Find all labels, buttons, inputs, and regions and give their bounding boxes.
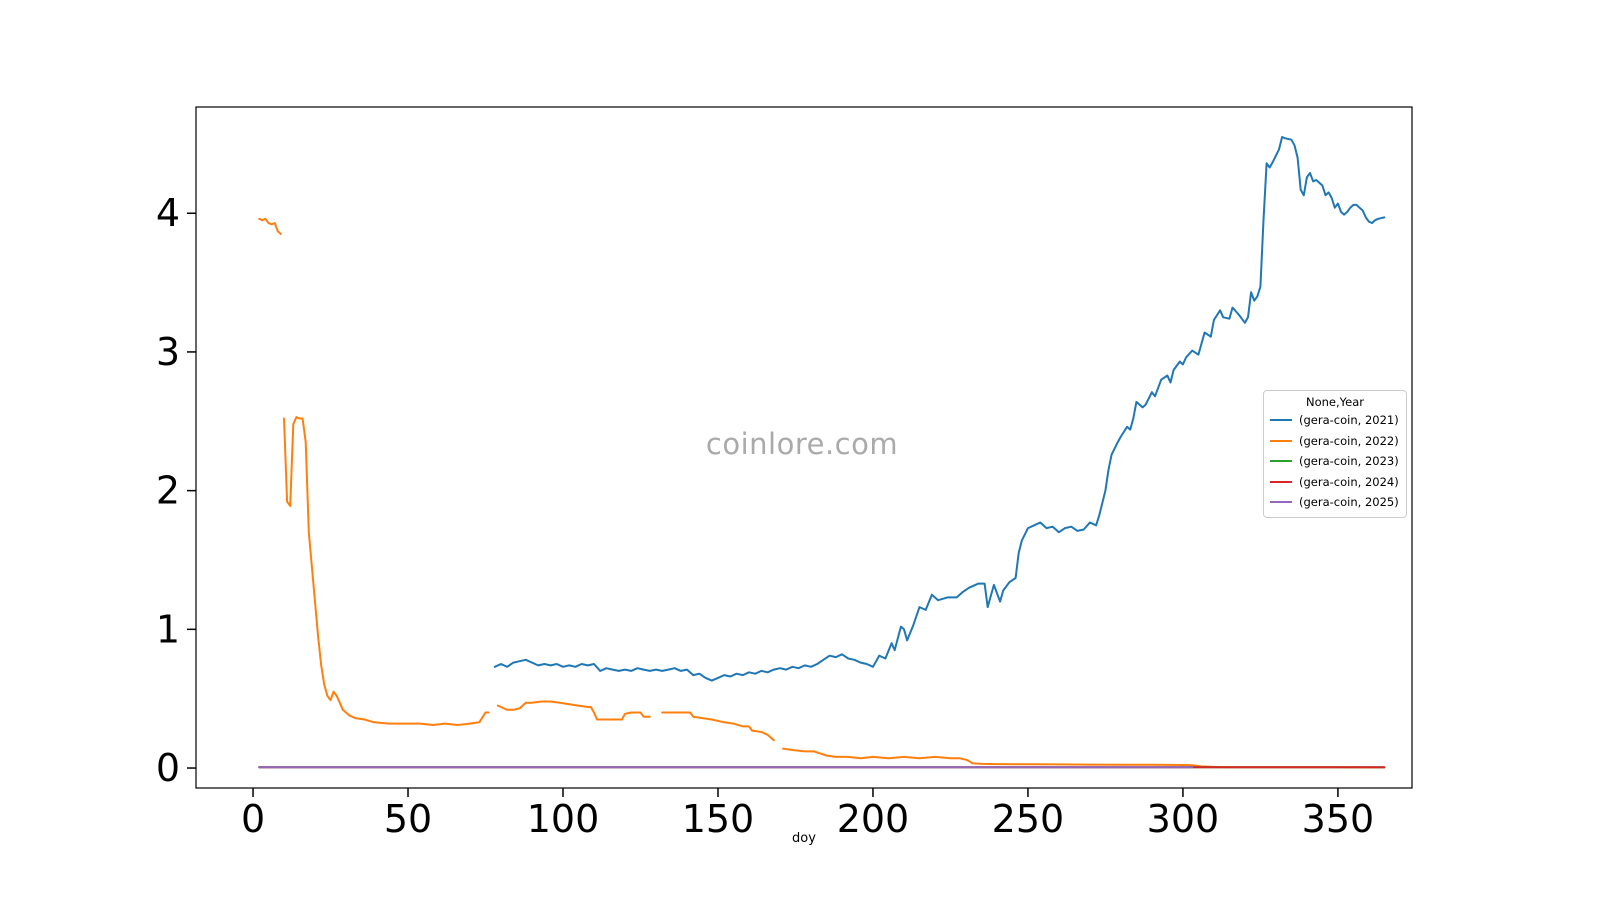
series-line-2021 [493, 136, 1386, 682]
legend-entry: (gera-coin, 2024) [1270, 472, 1400, 493]
legend-line-sample [1270, 419, 1292, 422]
x-tick-label: 100 [527, 797, 600, 841]
legend-line-sample [1270, 439, 1292, 442]
legend-entry-label: (gera-coin, 2024) [1299, 474, 1399, 489]
x-tick-label: 300 [1147, 797, 1220, 841]
y-tick-label: 0 [156, 746, 180, 790]
x-tick-label: 200 [837, 797, 910, 841]
legend-line-sample [1270, 501, 1292, 504]
y-tick-label: 3 [156, 330, 180, 374]
x-tick-label: 50 [384, 797, 432, 841]
y-tick-label: 4 [156, 191, 180, 235]
legend-entry: (gera-coin, 2021) [1270, 410, 1400, 431]
axes-box [195, 106, 1413, 789]
legend-line-sample [1270, 460, 1292, 463]
legend-entry-label: (gera-coin, 2022) [1299, 433, 1399, 448]
y-tick-label: 2 [156, 469, 180, 513]
x-tick-label: 150 [682, 797, 755, 841]
legend-entry: (gera-coin, 2022) [1270, 431, 1400, 452]
legend-entry-label: (gera-coin, 2025) [1299, 495, 1399, 510]
legend-line-sample [1270, 480, 1292, 483]
watermark: coinlore.com [705, 427, 899, 461]
series-line-2022 [661, 711, 775, 742]
x-axis-label: doy [792, 831, 816, 846]
legend-title: None,Year [1305, 395, 1364, 409]
legend-entries: (gera-coin, 2021) (gera-coin, 2022) (gera-… [1270, 410, 1400, 513]
y-tick-label: 1 [156, 607, 180, 651]
x-tick-label: 0 [241, 797, 265, 841]
x-tick-label: 250 [992, 797, 1065, 841]
series-line-2022 [496, 700, 651, 721]
series-line-2022 [283, 416, 490, 726]
series-line-2022 [258, 217, 282, 235]
legend-entry-label: (gera-coin, 2021) [1299, 413, 1399, 428]
series-line-2022 [782, 747, 1386, 769]
x-tick-label: 350 [1302, 797, 1375, 841]
legend-entry: (gera-coin, 2025) [1270, 492, 1400, 513]
legend-entry-label: (gera-coin, 2023) [1299, 454, 1399, 469]
legend: None,Year (gera-coin, 2021) (gera-coin, 2… [1263, 390, 1407, 518]
legend-entry: (gera-coin, 2023) [1270, 451, 1400, 472]
